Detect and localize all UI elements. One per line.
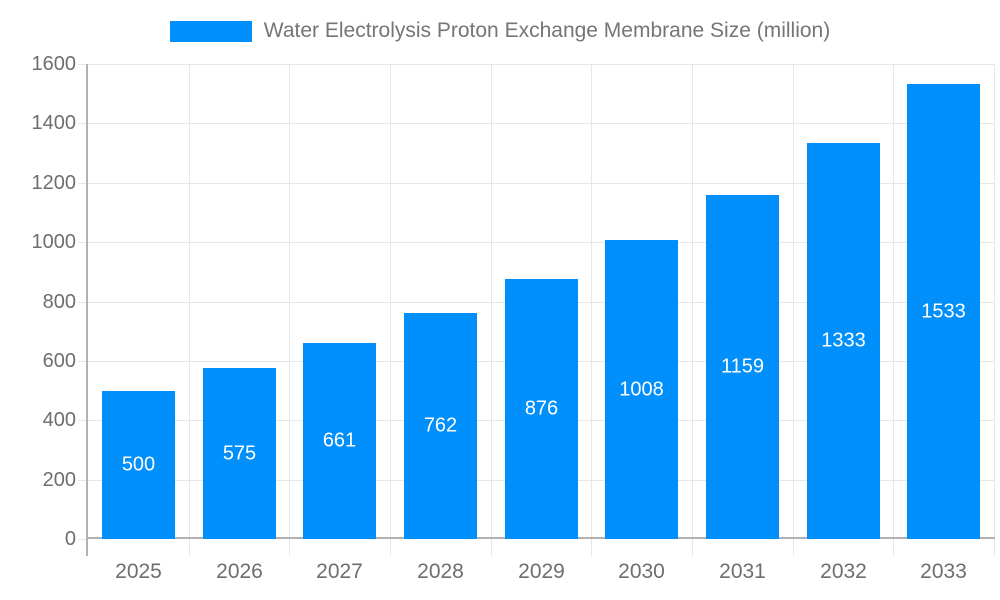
x-gridline	[189, 64, 190, 539]
x-axis-label: 2033	[920, 560, 967, 583]
bar-value-label: 575	[222, 442, 257, 464]
y-axis-tick	[78, 302, 88, 303]
y-gridline	[88, 183, 994, 184]
chart-legend: Water Electrolysis Proton Exchange Membr…	[0, 18, 1000, 44]
y-axis-label: 1600	[31, 53, 77, 75]
x-axis-label: 2028	[417, 560, 464, 583]
y-axis-label: 0	[64, 528, 76, 550]
legend-label: Water Electrolysis Proton Exchange Membr…	[263, 19, 831, 42]
y-axis-tick	[78, 123, 88, 124]
y-axis-tick	[78, 480, 88, 481]
x-axis-label: 2026	[216, 560, 263, 583]
y-gridline	[88, 242, 994, 243]
y-axis-label: 1200	[31, 172, 77, 194]
bar[interactable]: 876	[505, 279, 578, 539]
x-axis-tick	[994, 539, 995, 556]
x-gridline	[390, 64, 391, 539]
legend-swatch-icon	[169, 20, 252, 42]
y-axis-tick	[78, 183, 88, 184]
x-axis-tick	[893, 539, 894, 556]
x-axis-label: 2025	[115, 560, 162, 583]
bar[interactable]: 762	[404, 313, 477, 539]
y-axis-label: 400	[42, 409, 76, 431]
bar[interactable]: 1008	[605, 240, 678, 539]
bar-value-label: 1533	[921, 300, 966, 322]
x-axis-label: 2031	[719, 560, 766, 583]
bar-value-label: 661	[322, 429, 357, 452]
x-axis-tick	[692, 539, 693, 556]
y-axis-tick	[78, 420, 88, 421]
x-axis-tick	[390, 539, 391, 556]
x-axis-tick	[591, 539, 592, 556]
bar-value-label: 1333	[821, 329, 866, 352]
y-axis-line	[86, 64, 88, 556]
y-gridline	[88, 64, 994, 65]
x-gridline	[491, 64, 492, 539]
x-gridline	[793, 64, 794, 539]
bar-value-label: 762	[423, 414, 458, 437]
x-axis-tick	[189, 539, 190, 556]
bar[interactable]: 661	[303, 343, 376, 539]
y-axis-tick	[78, 64, 88, 65]
x-axis-tick	[491, 539, 492, 556]
bar-value-label: 500	[121, 453, 156, 476]
x-axis-label: 2029	[518, 560, 565, 583]
bar-value-label: 1008	[619, 378, 664, 400]
x-gridline	[893, 64, 894, 539]
x-gridline	[692, 64, 693, 539]
bar[interactable]: 575	[203, 368, 276, 539]
x-axis-tick	[793, 539, 794, 556]
x-axis-tick	[289, 539, 290, 556]
x-axis-label: 2030	[618, 560, 665, 583]
legend-item[interactable]: Water Electrolysis Proton Exchange Membr…	[169, 18, 831, 44]
x-gridline	[994, 64, 995, 539]
y-axis-tick	[78, 361, 88, 362]
bar[interactable]: 1533	[907, 84, 980, 539]
bar[interactable]: 500	[102, 391, 175, 539]
y-axis-label: 600	[42, 350, 76, 372]
bar-value-label: 876	[524, 397, 559, 420]
x-gridline	[591, 64, 592, 539]
x-gridline	[289, 64, 290, 539]
y-axis-label: 1400	[31, 112, 77, 134]
x-axis-label: 2027	[316, 560, 363, 583]
y-axis-tick	[78, 242, 88, 243]
x-axis-label: 2032	[820, 560, 867, 583]
bar-value-label: 1159	[720, 355, 764, 378]
bar[interactable]: 1333	[807, 143, 880, 539]
y-axis-label: 800	[42, 291, 76, 313]
y-gridline	[88, 123, 994, 124]
y-axis-label: 1000	[31, 231, 77, 253]
bar[interactable]: 1159	[706, 195, 779, 539]
y-axis-tick	[78, 539, 88, 540]
y-axis-label: 200	[42, 469, 76, 491]
